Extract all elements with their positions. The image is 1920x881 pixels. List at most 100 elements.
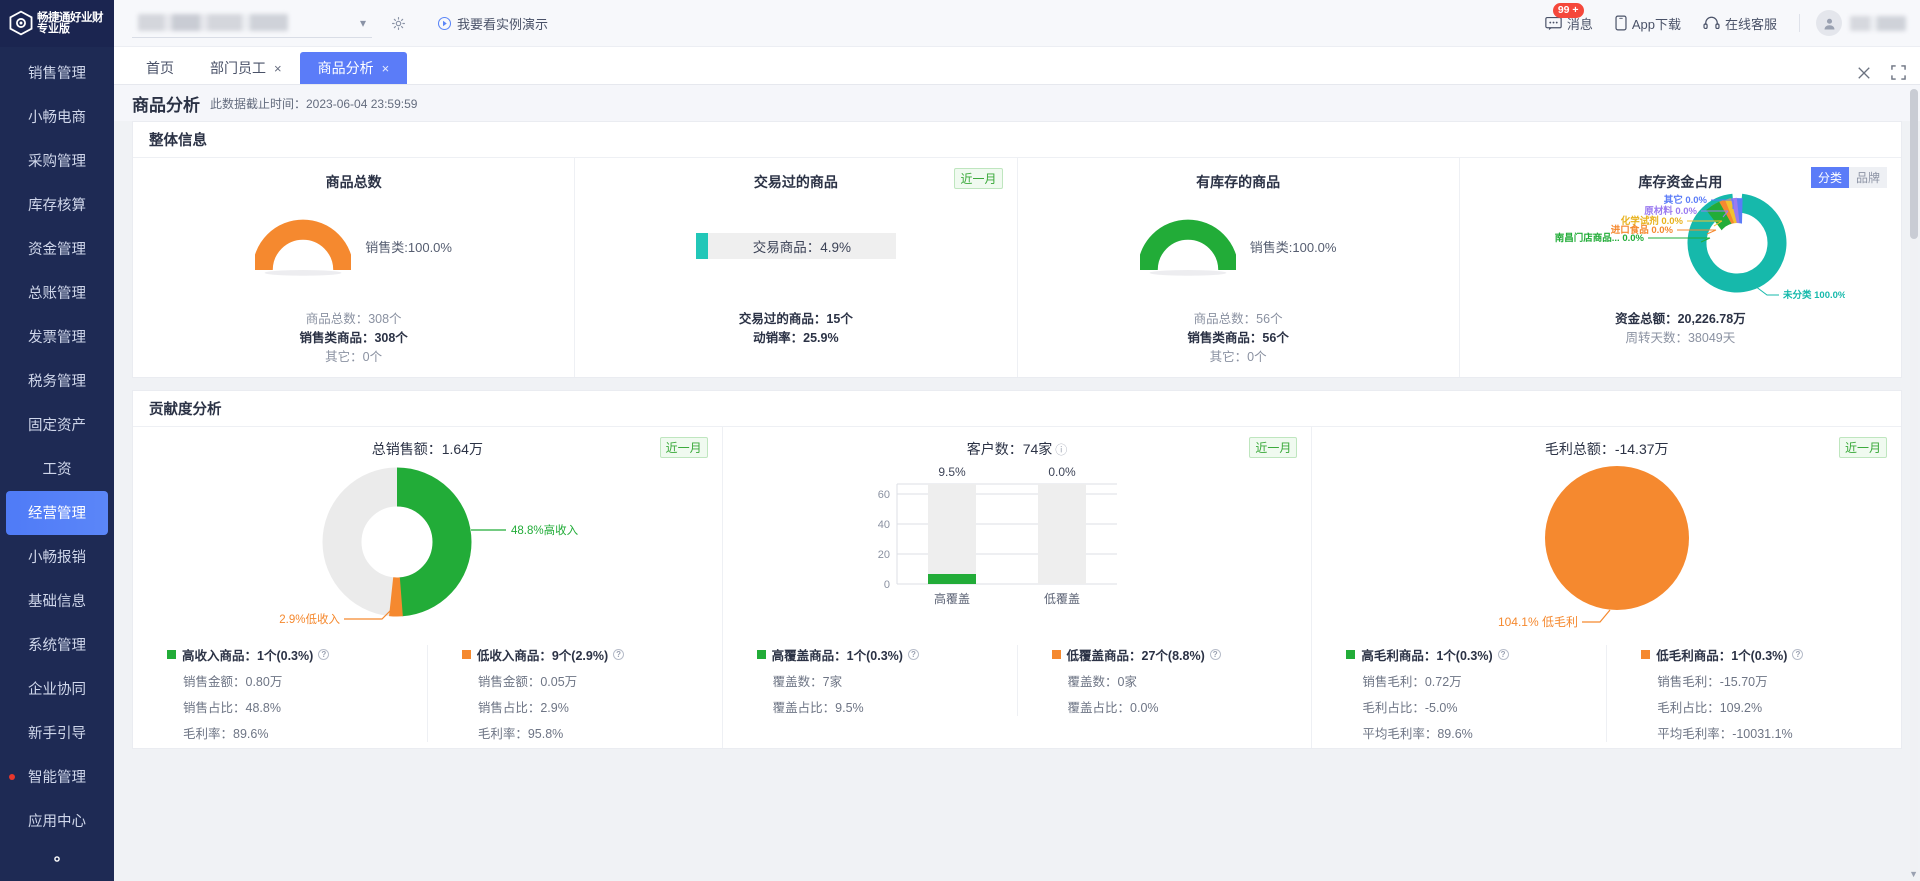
sidebar-item-label: 销售管理 [28, 66, 86, 83]
sidebar-item-label: 企业协同 [28, 682, 86, 699]
legend-swatch-icon [756, 650, 766, 659]
help-icon[interactable]: ? [1209, 649, 1221, 660]
sidebar-item-14[interactable]: 企业协同 [0, 667, 114, 711]
bar-bg-low [1038, 483, 1086, 584]
message-icon [1545, 16, 1562, 31]
legend-block: 低覆盖商品：27个(8.8%)? 覆盖数：0家 覆盖占比：0.0% [1016, 645, 1312, 716]
sidebar-item-label: 资金管理 [28, 242, 86, 259]
help-icon[interactable]: ? [1497, 649, 1509, 660]
sidebar-item-17[interactable]: 应用中心 [0, 799, 114, 837]
fullscreen-icon[interactable] [1891, 65, 1906, 80]
messages-button[interactable]: 消息 99 + [1545, 2, 1593, 33]
donut-chart: 其它 0.0% 原材料 0.0% 化学试剂 0.0% 进口食品 0.0% 南昌门… [1555, 193, 1845, 301]
help-icon[interactable]: ? [907, 649, 919, 660]
sidebar-item-8[interactable]: 固定资产 [0, 403, 114, 447]
topbar: ▾ 我要看实例演示 [114, 0, 1920, 47]
tab-close-icon[interactable]: × [381, 60, 390, 76]
help-icon[interactable]: ⓘ [1055, 443, 1068, 457]
scroll-down-icon[interactable]: ▼ [1909, 869, 1918, 879]
legend-line: 销售占比：48.8% [183, 701, 281, 715]
contrib-col-customers: 客户数：74家 ⓘ 近一月 9.5% 0.0% 60 [721, 427, 1312, 748]
settings-button[interactable] [390, 15, 407, 32]
page-scrollbar[interactable] [1910, 89, 1918, 877]
progress-bar-label: 交易商品：4.9% [707, 233, 896, 259]
half-donut-icon [1139, 219, 1236, 276]
card-inventory-capital: 库存资金占用 分类 品牌 [1458, 158, 1901, 377]
card-title: 商品总数 [325, 174, 382, 190]
card-stat-line: 商品总数：308个 [305, 312, 402, 326]
period-tag[interactable]: 近一月 [1839, 437, 1888, 458]
period-tag[interactable]: 近一月 [954, 168, 1003, 189]
sidebar-item-11[interactable]: 小畅报销 [0, 535, 114, 579]
card-title: 库存资金占用 [1638, 174, 1723, 190]
sidebar-item-label: 智能管理 [28, 770, 86, 787]
sidebar-item-16[interactable]: 智能管理 [0, 755, 114, 799]
sidebar-item-10[interactable]: 经营管理 [6, 490, 108, 535]
sidebar-item-13[interactable]: 系统管理 [0, 623, 114, 667]
demo-link[interactable]: 我要看实例演示 [437, 14, 548, 33]
category-brand-toggle[interactable]: 分类 品牌 [1810, 167, 1887, 188]
chevron-down-icon: ▾ [359, 15, 366, 30]
overall-info-panel: 整体信息 商品总数 销售类:100. [132, 121, 1902, 378]
legend-row: 高覆盖商品：1个(0.3%)? 覆盖数：7家 覆盖占比：9.5% 低覆盖商品：27个(… [723, 645, 1312, 716]
slice-low-gross-profit [1544, 465, 1689, 610]
help-icon[interactable]: ? [1792, 649, 1804, 660]
contribution-panel: 贡献度分析 总销售额：1.64万 近一月 [132, 390, 1902, 749]
scrollbar-thumb[interactable] [1910, 89, 1918, 239]
slice-label-raw-material: 原材料 0.0% [1645, 205, 1698, 217]
avatar[interactable] [1816, 10, 1842, 36]
bar-high-coverage [928, 573, 976, 584]
sidebar-item-1[interactable]: 小畅电商 [0, 95, 114, 139]
page-scroll-area[interactable]: 商品分析 此数据截止时间：2023-06-04 23:59:59 整体信息 商品… [114, 85, 1920, 881]
legend-head: 低覆盖商品：27个(8.8%)? [1051, 645, 1312, 664]
sidebar-item-12[interactable]: 基础信息 [0, 579, 114, 623]
brand-name: 畅捷通好业财 [37, 11, 104, 24]
sidebar-item-6[interactable]: 发票管理 [0, 315, 114, 359]
org-name-redacted [138, 14, 288, 31]
tab-2[interactable]: 商品分析 × [299, 52, 408, 84]
x-tick-high: 高覆盖 [934, 591, 970, 606]
main-area: ▾ 我要看实例演示 [114, 0, 1920, 881]
legend-head: 高覆盖商品：1个(0.3%)? [756, 645, 1017, 664]
slice-label-low-income: 2.9%低收入 [280, 612, 341, 626]
sidebar-item-9[interactable]: 工资 [0, 447, 114, 491]
page-subtitle: 此数据截止时间：2023-06-04 23:59:59 [210, 96, 418, 111]
org-selector[interactable]: ▾ [132, 8, 372, 38]
tab-1[interactable]: 部门员工 × [192, 52, 300, 84]
y-tick-40: 40 [878, 519, 890, 531]
bar-chart-customers: 9.5% 0.0% 60 40 20 0 [723, 459, 1312, 639]
help-icon[interactable]: ? [318, 649, 330, 660]
sidebar-item-4[interactable]: 资金管理 [0, 227, 114, 271]
card-total-products: 商品总数 销售类:100.0% 商品总数：308 [133, 158, 574, 377]
sidebar-item-label: 工资 [42, 462, 72, 479]
tab-close-icon[interactable]: × [274, 60, 282, 76]
donut-chart: 48.8%高收入 2.9%低收入 [280, 467, 579, 626]
sidebar-item-15[interactable]: 新手引导 [0, 711, 114, 755]
x-tick-low: 低覆盖 [1044, 592, 1080, 606]
bar-label-high: 9.5% [938, 465, 966, 479]
app-download-button[interactable]: App下载 [1615, 14, 1681, 33]
sidebar-item-5[interactable]: 总账管理 [0, 271, 114, 315]
sidebar-item-0[interactable]: 销售管理 [0, 51, 114, 95]
online-support-button[interactable]: 在线客服 [1703, 14, 1777, 33]
sidebar-settings-button[interactable] [0, 836, 114, 881]
sidebar-item-label: 应用中心 [28, 814, 86, 831]
brand-logo[interactable]: 畅捷通好业财 专业版 [0, 0, 114, 47]
period-tag[interactable]: 近一月 [659, 437, 708, 458]
sidebar-item-label: 新手引导 [28, 726, 86, 743]
sidebar-item-3[interactable]: 库存核算 [0, 183, 114, 227]
gauge-label: 销售类:100.0% [365, 239, 452, 255]
sidebar-item-7[interactable]: 税务管理 [0, 359, 114, 403]
close-icon[interactable] [1857, 66, 1871, 80]
toggle-category[interactable]: 分类 [1810, 167, 1849, 188]
help-icon[interactable]: ? [613, 649, 625, 660]
tab-0[interactable]: 首页 [128, 52, 192, 84]
toggle-brand[interactable]: 品牌 [1848, 167, 1887, 188]
card-title: 交易过的商品 [753, 174, 838, 190]
contrib-title: 总销售额：1.64万 [371, 441, 483, 457]
sidebar-item-2[interactable]: 采购管理 [0, 139, 114, 183]
legend-line: 销售占比：2.9% [477, 701, 569, 715]
period-tag[interactable]: 近一月 [1249, 437, 1298, 458]
progress-chart-traded: 交易商品：4.9% [575, 192, 1016, 300]
app-download-label: App下载 [1631, 16, 1681, 32]
